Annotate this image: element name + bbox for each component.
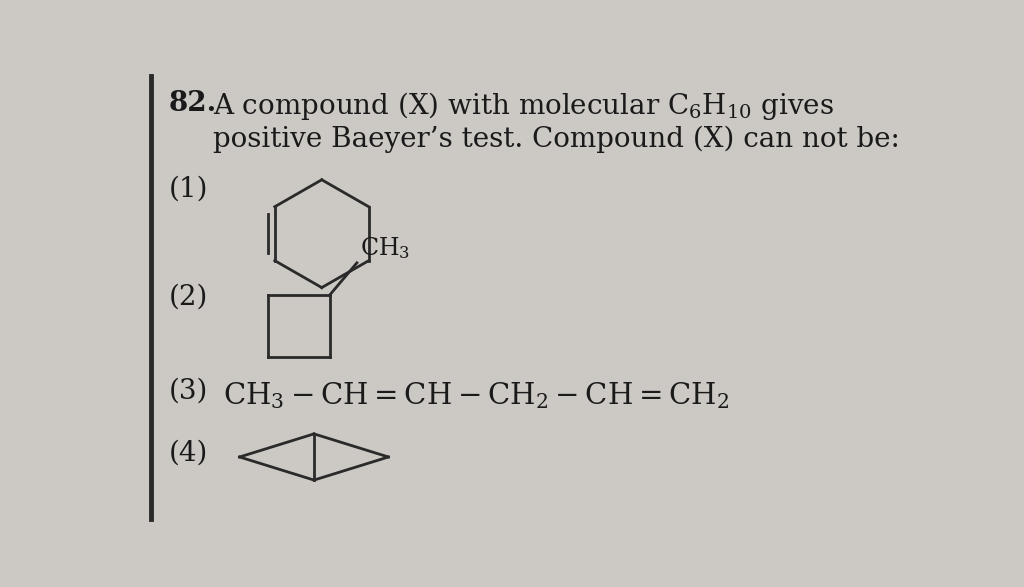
Text: $\mathregular{CH_3}$: $\mathregular{CH_3}$ (360, 235, 411, 261)
Text: (2): (2) (168, 284, 208, 311)
Text: 82.: 82. (168, 90, 216, 117)
Text: $\mathregular{CH_3-CH=CH-CH_2-CH=CH_2}$: $\mathregular{CH_3-CH=CH-CH_2-CH=CH_2}$ (222, 380, 729, 411)
Text: (1): (1) (168, 176, 208, 203)
Text: positive Baeyer’s test. Compound (X) can not be:: positive Baeyer’s test. Compound (X) can… (213, 126, 900, 153)
Text: (4): (4) (168, 439, 208, 466)
Text: (3): (3) (168, 377, 208, 404)
Text: A compound (X) with molecular $\mathregular{C_6H_{10}}$ gives: A compound (X) with molecular $\mathregu… (213, 90, 835, 122)
